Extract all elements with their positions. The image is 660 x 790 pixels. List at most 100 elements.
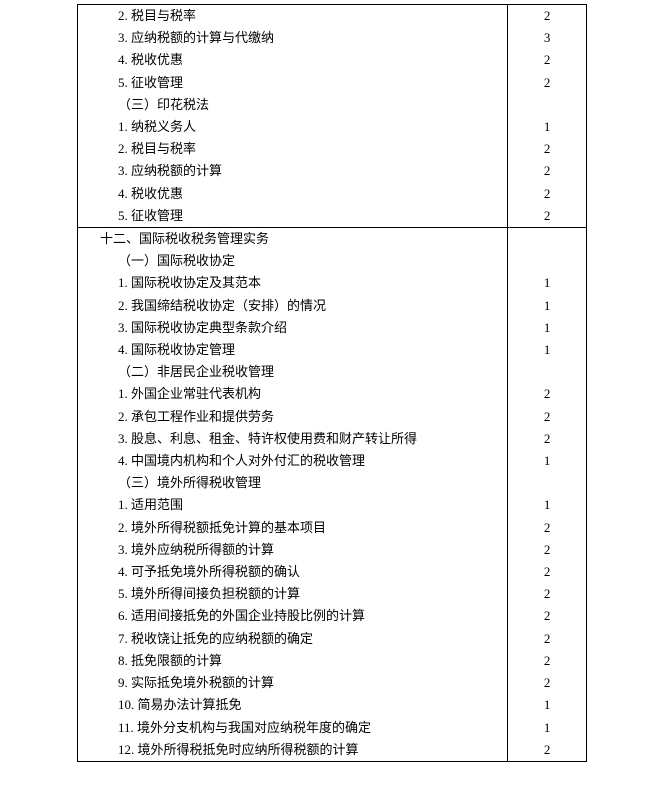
row-value: 2 [508,160,587,182]
row-value: 2 [508,428,587,450]
table-row: 9. 实际抵免境外税额的计算2 [78,672,587,694]
row-value: 2 [508,605,587,627]
row-label: 12. 境外所得税抵免时应纳所得税额的计算 [78,739,508,762]
table-row: 4. 税收优惠2 [78,49,587,71]
table-row: （二）非居民企业税收管理 [78,361,587,383]
table-row: 3. 应纳税额的计算与代缴纳3 [78,27,587,49]
row-value: 2 [508,49,587,71]
row-value: 2 [508,138,587,160]
table-row: 1. 外国企业常驻代表机构2 [78,383,587,405]
row-value: 1 [508,450,587,472]
row-label: 3. 境外应纳税所得额的计算 [78,539,508,561]
table-row: 3. 应纳税额的计算2 [78,160,587,182]
table-row: 7. 税收饶让抵免的应纳税额的确定2 [78,628,587,650]
row-value: 1 [508,694,587,716]
row-value [508,228,587,251]
outline-table: 2. 税目与税率23. 应纳税额的计算与代缴纳34. 税收优惠25. 征收管理2… [77,4,587,762]
table-row: 5. 征收管理2 [78,72,587,94]
table-row: 1. 国际税收协定及其范本1 [78,272,587,294]
row-label: 11. 境外分支机构与我国对应纳税年度的确定 [78,717,508,739]
table-row: 十二、国际税收税务管理实务 [78,228,587,251]
row-value: 1 [508,317,587,339]
row-label: 1. 外国企业常驻代表机构 [78,383,508,405]
row-label: 2. 我国缔结税收协定（安排）的情况 [78,295,508,317]
row-value: 2 [508,628,587,650]
row-label: 1. 纳税义务人 [78,116,508,138]
row-label: 7. 税收饶让抵免的应纳税额的确定 [78,628,508,650]
row-label: 2. 税目与税率 [78,138,508,160]
row-label: 1. 适用范围 [78,494,508,516]
row-label: （三）境外所得税收管理 [78,472,508,494]
row-value: 2 [508,205,587,228]
row-value: 1 [508,272,587,294]
table-row: （三）境外所得税收管理 [78,472,587,494]
row-value: 2 [508,517,587,539]
row-label: 5. 征收管理 [78,205,508,228]
row-label: 2. 承包工程作业和提供劳务 [78,406,508,428]
row-value: 3 [508,27,587,49]
row-label: 3. 应纳税额的计算 [78,160,508,182]
row-value: 2 [508,183,587,205]
row-value: 2 [508,72,587,94]
row-value: 1 [508,295,587,317]
row-label: 4. 税收优惠 [78,49,508,71]
row-label: 1. 国际税收协定及其范本 [78,272,508,294]
row-label: 6. 适用间接抵免的外国企业持股比例的计算 [78,605,508,627]
row-label: 4. 国际税收协定管理 [78,339,508,361]
row-label: 4. 中国境内机构和个人对外付汇的税收管理 [78,450,508,472]
table-row: 2. 境外所得税额抵免计算的基本项目2 [78,517,587,539]
row-label: 2. 境外所得税额抵免计算的基本项目 [78,517,508,539]
row-value: 2 [508,561,587,583]
row-value [508,250,587,272]
row-label: （一）国际税收协定 [78,250,508,272]
row-value [508,472,587,494]
row-value: 1 [508,494,587,516]
table-row: （三）印花税法 [78,94,587,116]
row-label: 3. 应纳税额的计算与代缴纳 [78,27,508,49]
row-label: （二）非居民企业税收管理 [78,361,508,383]
table-row: 3. 境外应纳税所得额的计算2 [78,539,587,561]
row-value: 2 [508,539,587,561]
table-row: （一）国际税收协定 [78,250,587,272]
row-label: 10. 简易办法计算抵免 [78,694,508,716]
table-row: 4. 中国境内机构和个人对外付汇的税收管理1 [78,450,587,472]
row-value: 2 [508,383,587,405]
row-label: 2. 税目与税率 [78,5,508,28]
row-label: 4. 可予抵免境外所得税额的确认 [78,561,508,583]
table-row: 4. 可予抵免境外所得税额的确认2 [78,561,587,583]
row-value: 2 [508,5,587,28]
row-label: 5. 征收管理 [78,72,508,94]
table-row: 5. 境外所得间接负担税额的计算2 [78,583,587,605]
table-row: 10. 简易办法计算抵免1 [78,694,587,716]
row-value [508,94,587,116]
row-label: 4. 税收优惠 [78,183,508,205]
table-row: 4. 国际税收协定管理1 [78,339,587,361]
row-value: 1 [508,339,587,361]
table-row: 4. 税收优惠2 [78,183,587,205]
table-row: 5. 征收管理2 [78,205,587,228]
table-row: 3. 国际税收协定典型条款介绍1 [78,317,587,339]
table-row: 12. 境外所得税抵免时应纳所得税额的计算2 [78,739,587,762]
table-row: 6. 适用间接抵免的外国企业持股比例的计算2 [78,605,587,627]
table-row: 3. 股息、利息、租金、特许权使用费和财产转让所得2 [78,428,587,450]
row-value: 2 [508,672,587,694]
row-value [508,361,587,383]
row-label: 8. 抵免限额的计算 [78,650,508,672]
table-row: 2. 税目与税率2 [78,5,587,28]
table-row: 2. 税目与税率2 [78,138,587,160]
row-label: 十二、国际税收税务管理实务 [78,228,508,251]
table-row: 2. 承包工程作业和提供劳务2 [78,406,587,428]
table-row: 2. 我国缔结税收协定（安排）的情况1 [78,295,587,317]
row-value: 1 [508,717,587,739]
row-label: 9. 实际抵免境外税额的计算 [78,672,508,694]
row-label: 3. 股息、利息、租金、特许权使用费和财产转让所得 [78,428,508,450]
table-row: 1. 纳税义务人1 [78,116,587,138]
row-value: 2 [508,583,587,605]
document-page: 2. 税目与税率23. 应纳税额的计算与代缴纳34. 税收优惠25. 征收管理2… [0,0,660,790]
row-value: 2 [508,650,587,672]
outline-table-body: 2. 税目与税率23. 应纳税额的计算与代缴纳34. 税收优惠25. 征收管理2… [78,5,587,762]
row-label: （三）印花税法 [78,94,508,116]
row-label: 5. 境外所得间接负担税额的计算 [78,583,508,605]
table-row: 11. 境外分支机构与我国对应纳税年度的确定1 [78,717,587,739]
row-value: 1 [508,116,587,138]
